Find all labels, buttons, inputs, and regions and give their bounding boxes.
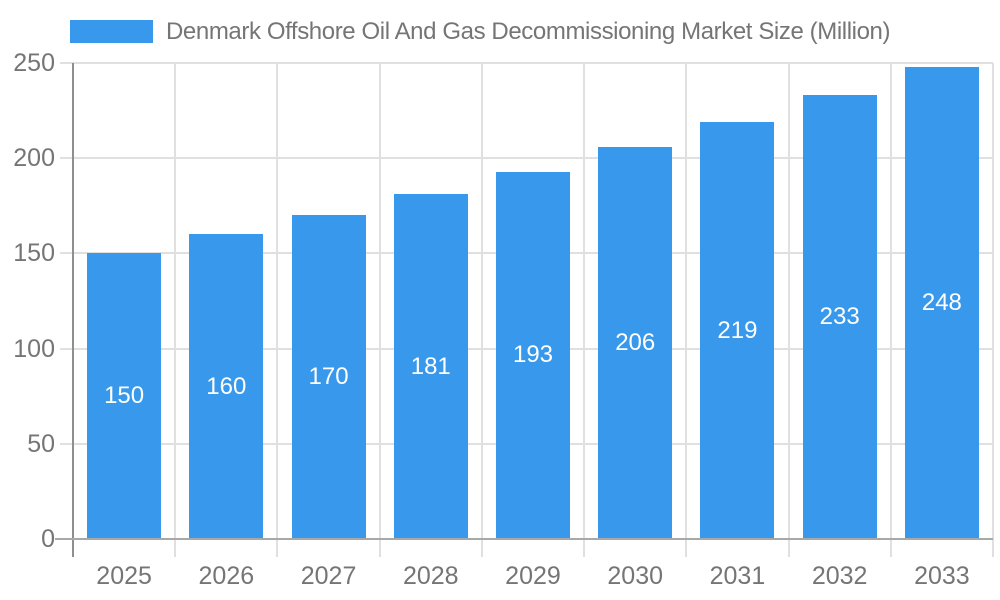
x-axis-label: 2028 [402, 562, 459, 590]
bar-value-label: 170 [308, 363, 349, 391]
x-gridline [480, 63, 483, 557]
x-gridline [787, 63, 790, 557]
bar[interactable]: 170 [291, 215, 366, 539]
legend[interactable]: Denmark Offshore Oil And Gas Decommissio… [70, 18, 890, 45]
bar[interactable]: 233 [802, 95, 877, 539]
x-gridline [685, 63, 688, 557]
x-axis-label: 2029 [505, 562, 561, 590]
y-axis-label: 100 [13, 334, 55, 363]
y-axis-label: 250 [13, 49, 55, 77]
bar-value-label: 150 [104, 382, 145, 410]
x-axis-label: 2031 [709, 562, 766, 590]
y-axis-label: 150 [13, 239, 55, 268]
bar[interactable]: 150 [87, 253, 162, 539]
x-axis-label: 2027 [300, 562, 357, 590]
bar[interactable]: 219 [700, 122, 775, 539]
y-axis-label: 200 [13, 144, 55, 173]
x-gridline [174, 63, 177, 557]
bar[interactable]: 193 [496, 171, 570, 539]
y-axis-line [72, 63, 74, 557]
bar-value-label: 181 [410, 352, 451, 380]
x-axis-label: 2033 [914, 562, 970, 590]
x-gridline [583, 63, 586, 557]
x-axis-line [55, 538, 993, 540]
y-gridline [60, 62, 993, 64]
bar[interactable]: 160 [189, 234, 264, 539]
legend-swatch [70, 20, 153, 43]
bar[interactable]: 181 [393, 194, 468, 539]
bar-value-label: 233 [819, 303, 860, 331]
x-axis-label: 2032 [811, 562, 868, 590]
x-gridline [378, 63, 381, 557]
x-gridline [992, 63, 994, 557]
bar-value-label: 219 [717, 316, 758, 344]
bar-value-label: 160 [206, 372, 247, 400]
x-axis-label: 2025 [96, 562, 152, 590]
y-axis-label: 0 [41, 525, 55, 553]
bar-value-label: 193 [512, 341, 554, 369]
x-gridline [889, 63, 892, 557]
y-axis-label: 50 [27, 429, 55, 458]
bar-value-label: 206 [615, 328, 656, 356]
bar[interactable]: 206 [598, 146, 673, 539]
x-axis-label: 2030 [607, 562, 664, 590]
x-gridline [276, 63, 279, 557]
chart-title: Denmark Offshore Oil And Gas Decommissio… [166, 17, 891, 45]
x-axis-label: 2026 [198, 562, 255, 590]
y-gridline [60, 157, 993, 160]
bar[interactable]: 248 [904, 66, 979, 539]
bar-value-label: 248 [921, 288, 962, 316]
